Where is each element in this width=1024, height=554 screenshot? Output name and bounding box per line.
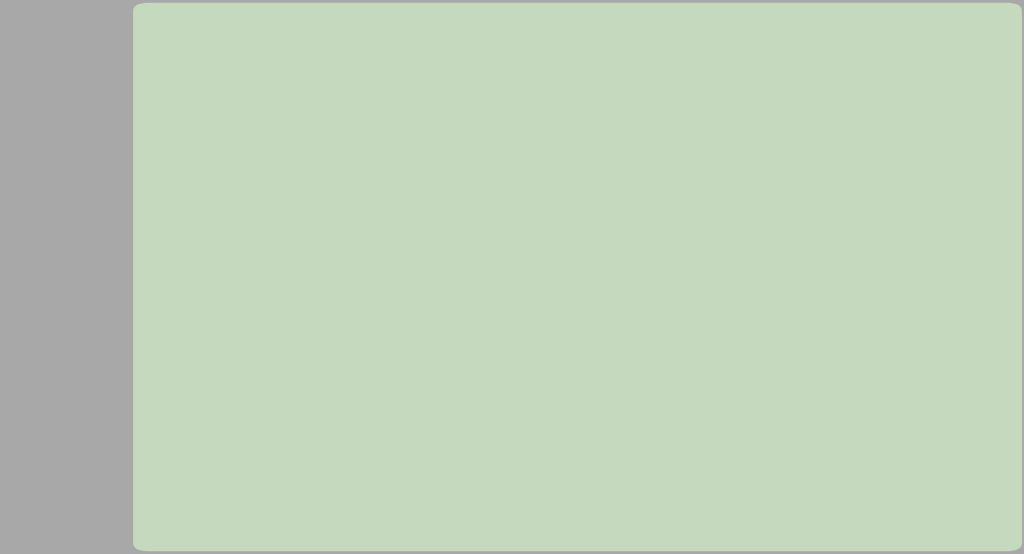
Text: chloride.  Calculate  the  equivalent: chloride. Calculate the equivalent	[247, 131, 738, 158]
Text: 4a) 0.456 g of a metal gives 0.606 g of its: 4a) 0.456 g of a metal gives 0.606 g of …	[196, 67, 767, 94]
Text: $\mathrm{Cr_2O_7^{\ 2-} + 14H^+ +6e^- \rightarrow 2\ Cr^{3+} +7H_2O}$: $\mathrm{Cr_2O_7^{\ 2-} + 14H^+ +6e^- \r…	[196, 476, 752, 514]
Text: medium is,: medium is,	[247, 444, 398, 471]
Text: 4b) Calculate   the   equivalent   mass: 4b) Calculate the equivalent mass	[196, 261, 715, 289]
Text: of   potassium   dichromate.   The: of potassium dichromate. The	[247, 322, 709, 349]
Text: reduction  half‑reaction  in  acid: reduction half‑reaction in acid	[247, 383, 690, 411]
Text: mass of the metal.: mass of the metal.	[247, 192, 500, 219]
